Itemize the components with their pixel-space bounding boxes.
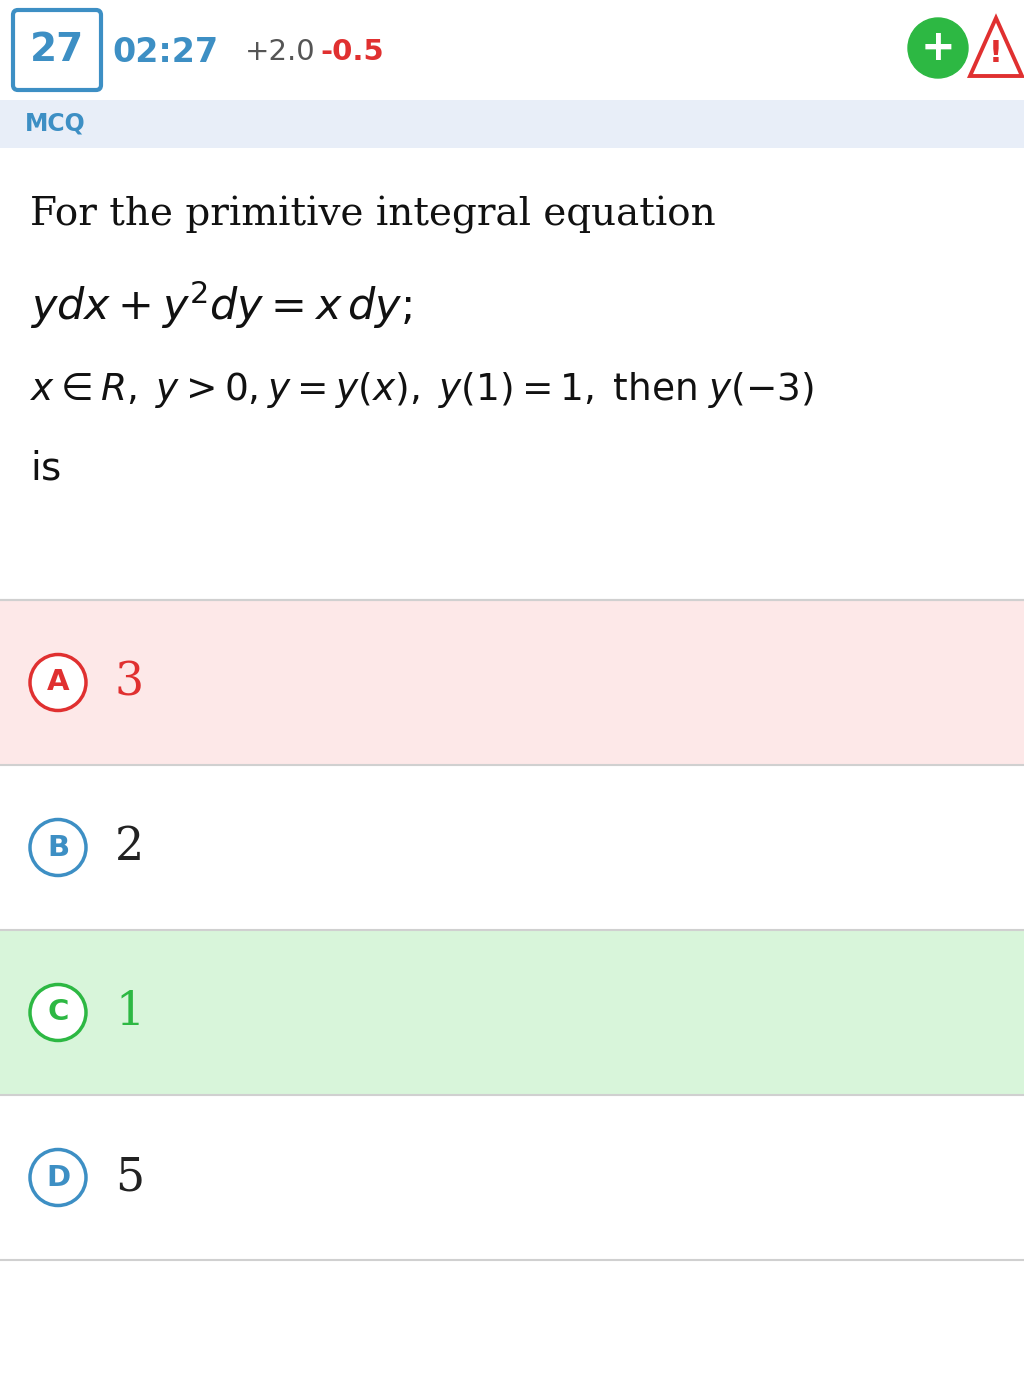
FancyBboxPatch shape (0, 100, 1024, 148)
Text: $\mathrm{is}$: $\mathrm{is}$ (30, 449, 61, 487)
Text: A: A (47, 669, 70, 697)
FancyBboxPatch shape (0, 148, 1024, 599)
Circle shape (30, 1150, 86, 1206)
Text: 27: 27 (30, 31, 84, 68)
FancyBboxPatch shape (0, 599, 1024, 765)
FancyBboxPatch shape (13, 10, 101, 91)
Polygon shape (970, 18, 1022, 77)
FancyBboxPatch shape (0, 1260, 1024, 1394)
Text: +: + (921, 26, 955, 68)
Circle shape (908, 18, 968, 78)
Text: MCQ: MCQ (25, 112, 86, 137)
Circle shape (30, 655, 86, 711)
FancyBboxPatch shape (0, 765, 1024, 930)
Text: $ydx + y^2dy = x\,dy;$: $ydx + y^2dy = x\,dy;$ (30, 279, 412, 330)
Text: 02:27: 02:27 (112, 35, 218, 68)
Text: 2: 2 (115, 825, 144, 870)
Text: D: D (46, 1164, 70, 1192)
Text: C: C (47, 998, 69, 1026)
Circle shape (30, 984, 86, 1040)
Text: +2.0: +2.0 (245, 38, 315, 66)
FancyBboxPatch shape (0, 1096, 1024, 1260)
Text: 5: 5 (115, 1154, 144, 1200)
Text: !: ! (989, 39, 1002, 68)
Text: $x \in R,\; y > 0, y = y(x),\; y(1) = 1,\;\mathrm{then}\; y(-3)$: $x \in R,\; y > 0, y = y(x),\; y(1) = 1,… (30, 369, 814, 410)
FancyBboxPatch shape (0, 930, 1024, 1096)
Text: -0.5: -0.5 (319, 38, 384, 66)
Text: For the primitive integral equation: For the primitive integral equation (30, 197, 716, 234)
Text: 1: 1 (115, 990, 144, 1036)
Text: 3: 3 (115, 659, 144, 705)
Circle shape (30, 820, 86, 875)
Text: B: B (47, 834, 69, 861)
